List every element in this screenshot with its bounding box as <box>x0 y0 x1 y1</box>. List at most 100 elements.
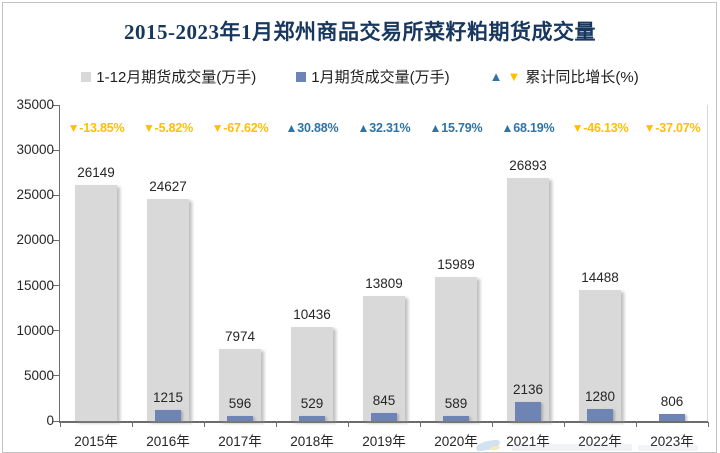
plot-right-border <box>707 105 708 421</box>
annual-value-label: 14488 <box>581 270 619 286</box>
growth-annotation-value: -13.85% <box>79 121 125 135</box>
annual-value-label: 15989 <box>437 256 475 272</box>
january-bar-2021年 <box>515 401 541 421</box>
watermark-text-ghost <box>512 444 632 451</box>
y-axis-label: 30000 <box>16 142 54 158</box>
annual-bar-2015年 <box>75 184 117 421</box>
up-triangle-icon: ▲ <box>285 121 298 135</box>
legend-item-january: 1月期货成交量(万手) <box>296 66 450 87</box>
y-axis-tick <box>53 149 59 151</box>
chart-title: 2015-2023年1月郑州商品交易所菜籽粕期货成交量 <box>124 20 596 44</box>
x-axis-tick <box>275 422 277 427</box>
x-axis-tick <box>131 422 133 427</box>
down-triangle-icon: ▼ <box>67 121 80 135</box>
annual-value-label: 24627 <box>149 178 187 194</box>
growth-annotation-2022年: ▼-46.13% <box>572 121 629 135</box>
y-axis-label: 35000 <box>16 97 54 112</box>
x-axis-label: 2015年 <box>74 434 118 449</box>
annual-bar-2022年 <box>579 290 621 421</box>
january-bar-2019年 <box>371 413 397 421</box>
annual-value-label: 13809 <box>365 276 403 292</box>
x-axis-tick <box>419 422 421 427</box>
down-triangle-icon: ▼ <box>142 121 155 135</box>
plot-area: 0 5000 10000 15000 20000 25000 30000 35000 2015年… <box>16 97 709 449</box>
x-axis-label: 2018年 <box>290 434 334 449</box>
annual-bar-2019年 <box>363 296 405 421</box>
growth-annotation-2019年: ▲32.31% <box>358 121 411 135</box>
up-triangle-icon: ▲ <box>429 121 442 135</box>
legend-label-growth: 累计同比增长(%) <box>525 69 639 86</box>
january-bar-2018年 <box>299 416 325 421</box>
growth-annotation-2017年: ▼-67.62% <box>212 121 269 135</box>
y-axis-tick <box>53 375 59 377</box>
january-value-label: 1215 <box>152 390 184 406</box>
x-axis-tick <box>707 422 709 427</box>
legend: 1-12月期货成交量(万手) 1月期货成交量(万手) ▲ ▼ 累计同比增长(%) <box>0 66 720 87</box>
x-axis-label: 2016年 <box>146 434 190 449</box>
watermark-text-ghost <box>638 445 698 451</box>
growth-annotation-value: 15.79% <box>441 121 483 135</box>
up-triangle-icon: ▲ <box>357 121 370 135</box>
y-axis-label: 5000 <box>23 367 54 383</box>
january-bar-2023年 <box>659 413 685 421</box>
january-value-label: 596 <box>228 395 252 411</box>
growth-annotation-2016年: ▼-5.82% <box>143 121 193 135</box>
january-value-label: 845 <box>372 393 396 409</box>
annual-value-label: 26893 <box>509 158 547 174</box>
x-axis-tick <box>203 422 205 427</box>
y-axis-label: 0 <box>46 413 54 428</box>
annual-bar-2018年 <box>291 326 333 421</box>
x-axis-tick <box>491 422 493 427</box>
growth-annotation-2021年: ▲68.19% <box>502 121 555 135</box>
growth-annotation-value: 68.19% <box>513 121 555 135</box>
annual-bar-2021年 <box>507 178 549 421</box>
y-axis-line <box>59 105 60 421</box>
y-axis-label: 25000 <box>16 187 54 203</box>
x-axis-tick <box>635 422 637 427</box>
y-axis-tick <box>53 239 59 241</box>
annual-series-swatch-icon <box>81 71 92 82</box>
growth-annotation-2018年: ▲30.88% <box>286 121 339 135</box>
down-triangle-icon: ▼ <box>211 121 224 135</box>
y-axis-tick <box>53 285 59 287</box>
legend-item-growth: ▲ ▼ 累计同比增长(%) <box>490 66 639 87</box>
x-axis-line <box>59 421 708 423</box>
x-axis-tick <box>59 422 61 427</box>
legend-label-january: 1月期货成交量(万手) <box>311 69 450 86</box>
growth-annotation-2015年: ▼-13.85% <box>68 121 125 135</box>
x-axis-label: 2022年 <box>578 434 622 449</box>
annual-value-label: 7974 <box>224 329 256 344</box>
january-bar-2020年 <box>443 415 469 421</box>
january-value-label: 2136 <box>512 381 544 397</box>
x-axis-label: 2021年 <box>506 434 550 449</box>
y-axis-label: 10000 <box>16 322 54 338</box>
january-bar-2022年 <box>587 409 613 421</box>
x-axis-tick <box>347 422 349 427</box>
growth-annotation-value: -37.07% <box>655 121 701 135</box>
down-triangle-icon: ▼ <box>507 69 521 84</box>
annual-value-label: 10436 <box>293 306 331 322</box>
x-axis-label: 2020年 <box>434 434 478 449</box>
growth-annotation-2020年: ▲15.79% <box>430 121 483 135</box>
january-value-label: 806 <box>660 393 684 409</box>
legend-item-annual: 1-12月期货成交量(万手) <box>81 66 256 87</box>
growth-annotation-value: -5.82% <box>154 121 194 135</box>
annual-value-label: 26149 <box>77 164 115 180</box>
growth-annotation-value: 32.31% <box>369 121 411 135</box>
x-axis-label: 2019年 <box>362 434 406 449</box>
january-bar-2017年 <box>227 415 253 421</box>
y-axis-tick <box>53 104 59 106</box>
annual-bar-2020年 <box>435 276 477 421</box>
y-axis-tick <box>53 420 59 422</box>
january-series-swatch-icon <box>296 71 307 82</box>
january-value-label: 1280 <box>584 389 616 405</box>
watermark-logo-icon <box>489 445 501 451</box>
growth-annotation-2023年: ▼-37.07% <box>644 121 701 135</box>
y-axis-tick <box>53 194 59 196</box>
january-value-label: 589 <box>444 395 468 411</box>
growth-annotation-value: -46.13% <box>583 121 629 135</box>
up-triangle-icon: ▲ <box>489 69 503 84</box>
annual-bar-2016年 <box>147 198 189 421</box>
x-axis-tick <box>563 422 565 427</box>
